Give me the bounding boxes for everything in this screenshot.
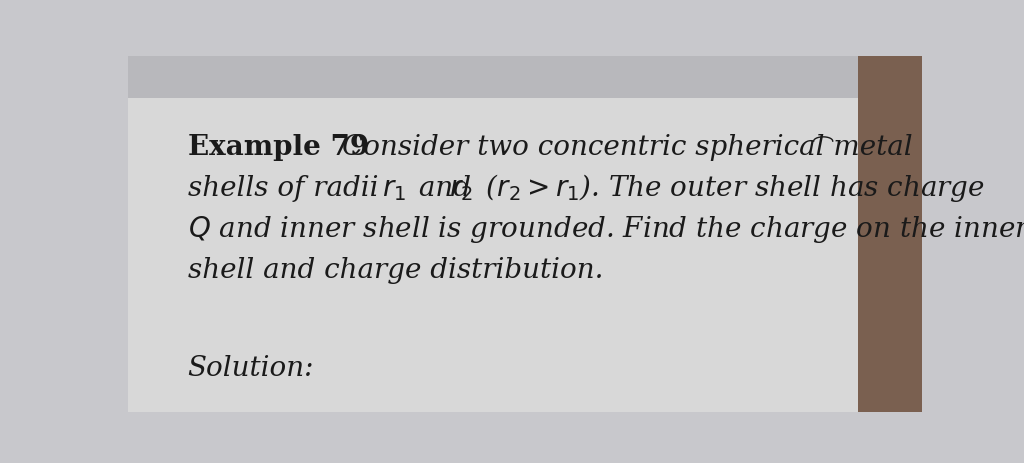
Bar bbox=[858, 56, 922, 412]
Text: Example 79: Example 79 bbox=[187, 134, 369, 162]
Text: shell and charge distribution.: shell and charge distribution. bbox=[187, 257, 603, 284]
Text: and: and bbox=[410, 175, 479, 202]
Text: $r_2$: $r_2$ bbox=[450, 176, 473, 203]
Text: Consider two concentric spherical metal: Consider two concentric spherical metal bbox=[342, 134, 913, 162]
Text: $Q$ and inner shell is grounded. Find the charge on the inner: $Q$ and inner shell is grounded. Find th… bbox=[187, 214, 1024, 245]
Text: ($r_2 > r_1$). The outer shell has charge: ($r_2 > r_1$). The outer shell has charg… bbox=[477, 172, 985, 204]
Text: $r_1$: $r_1$ bbox=[382, 176, 406, 203]
Text: Solution:: Solution: bbox=[187, 356, 314, 382]
Text: shells of radii: shells of radii bbox=[187, 175, 387, 202]
Bar bbox=[128, 56, 858, 98]
